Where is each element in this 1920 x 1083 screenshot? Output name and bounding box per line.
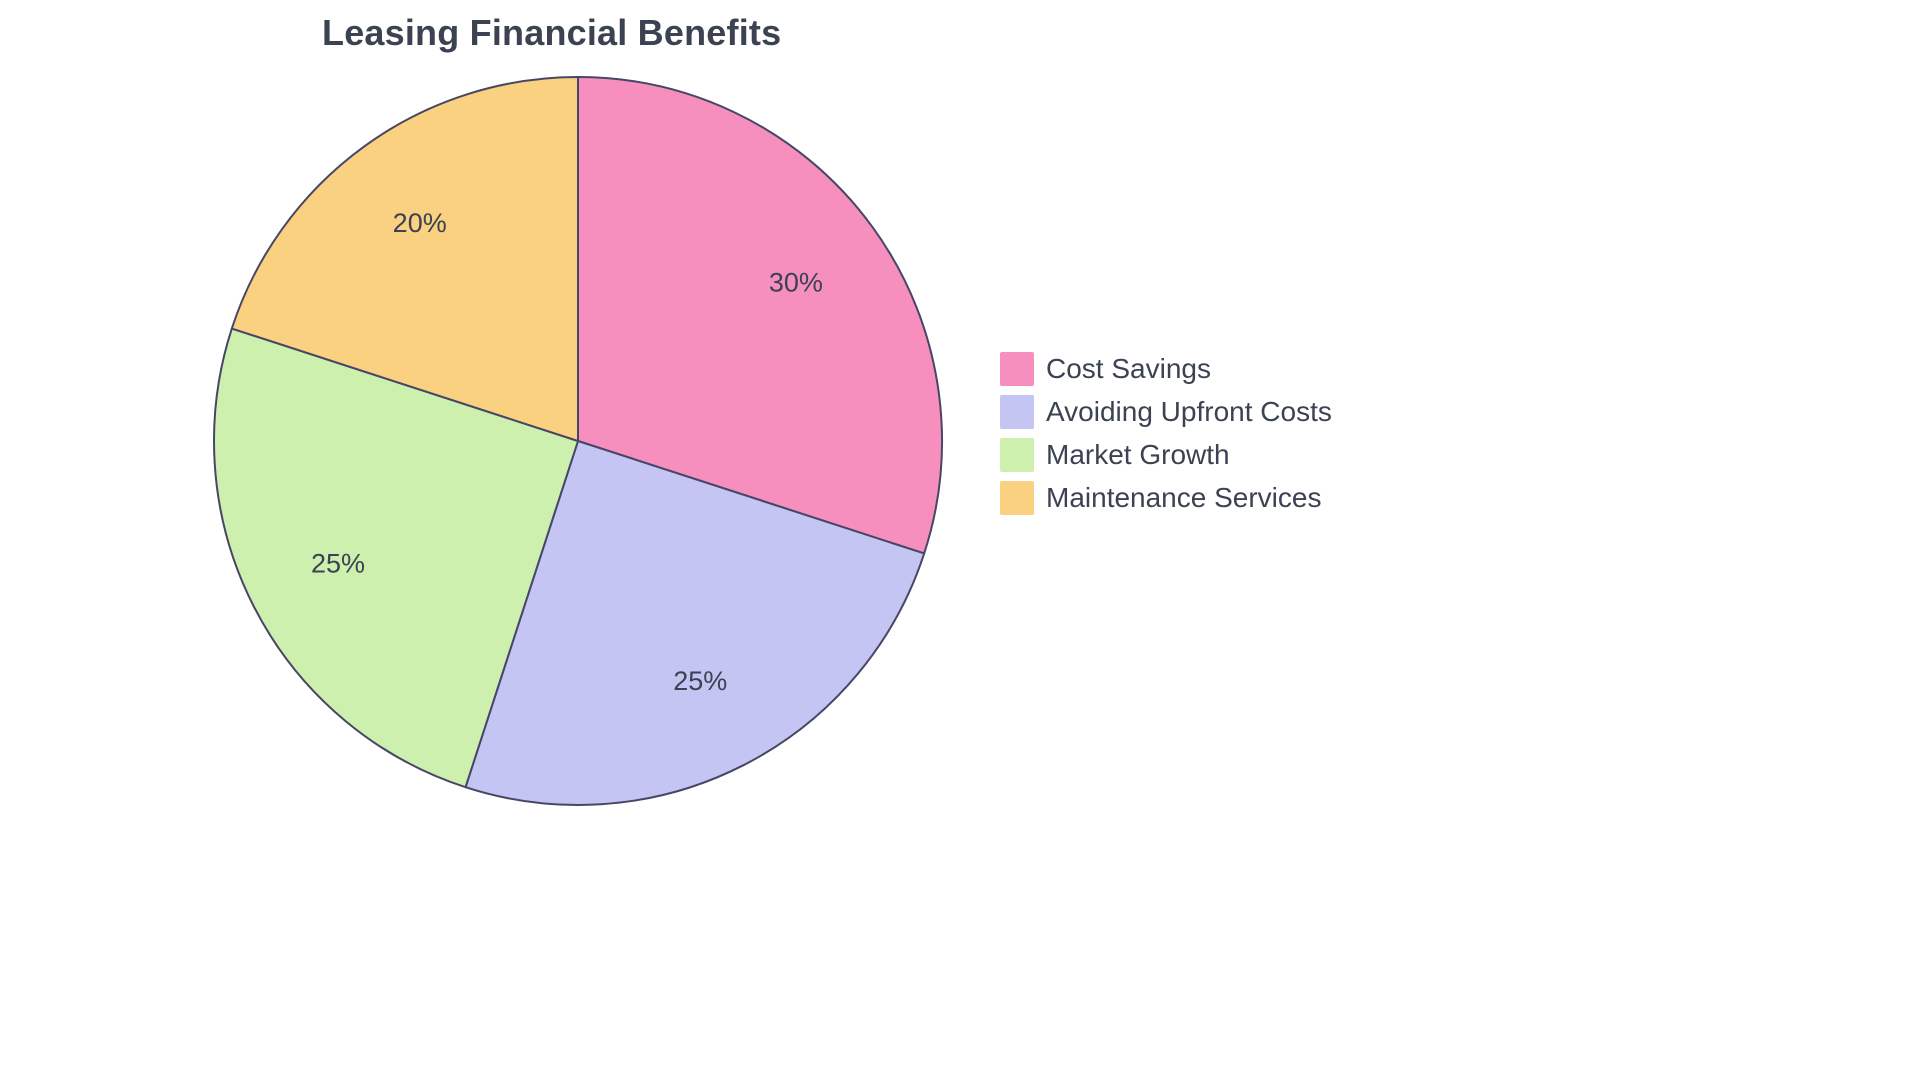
legend-label-maintenance-services: Maintenance Services: [1046, 482, 1322, 513]
legend-item-maintenance-services[interactable]: Maintenance Services: [1000, 481, 1332, 515]
legend-label-market-growth: Market Growth: [1046, 439, 1230, 470]
legend-item-avoiding-upfront-costs[interactable]: Avoiding Upfront Costs: [1000, 395, 1332, 429]
legend-item-cost-savings[interactable]: Cost Savings: [1000, 352, 1332, 386]
slice-percent-label-3: 20%: [393, 208, 447, 238]
pie-slice-1[interactable]: [464, 440, 926, 806]
pie-slice-2[interactable]: [213, 327, 579, 789]
slice-percent-label-0: 30%: [769, 268, 823, 298]
slice-percent-label-2: 25%: [311, 548, 365, 578]
legend-label-cost-savings: Cost Savings: [1046, 353, 1211, 384]
legend: Cost Savings Avoiding Upfront Costs Mark…: [1000, 352, 1332, 515]
legend-swatch-avoiding-upfront-costs: [1000, 395, 1034, 429]
legend-item-market-growth[interactable]: Market Growth: [1000, 438, 1332, 472]
legend-swatch-cost-savings: [1000, 352, 1034, 386]
legend-swatch-maintenance-services: [1000, 481, 1034, 515]
chart-title: Leasing Financial Benefits: [322, 12, 782, 53]
pie-slice-0[interactable]: [577, 76, 943, 555]
legend-label-avoiding-upfront-costs: Avoiding Upfront Costs: [1046, 396, 1332, 427]
pie-slice-3[interactable]: [230, 76, 579, 442]
slice-percent-label-1: 25%: [673, 666, 727, 696]
legend-swatch-market-growth: [1000, 438, 1034, 472]
